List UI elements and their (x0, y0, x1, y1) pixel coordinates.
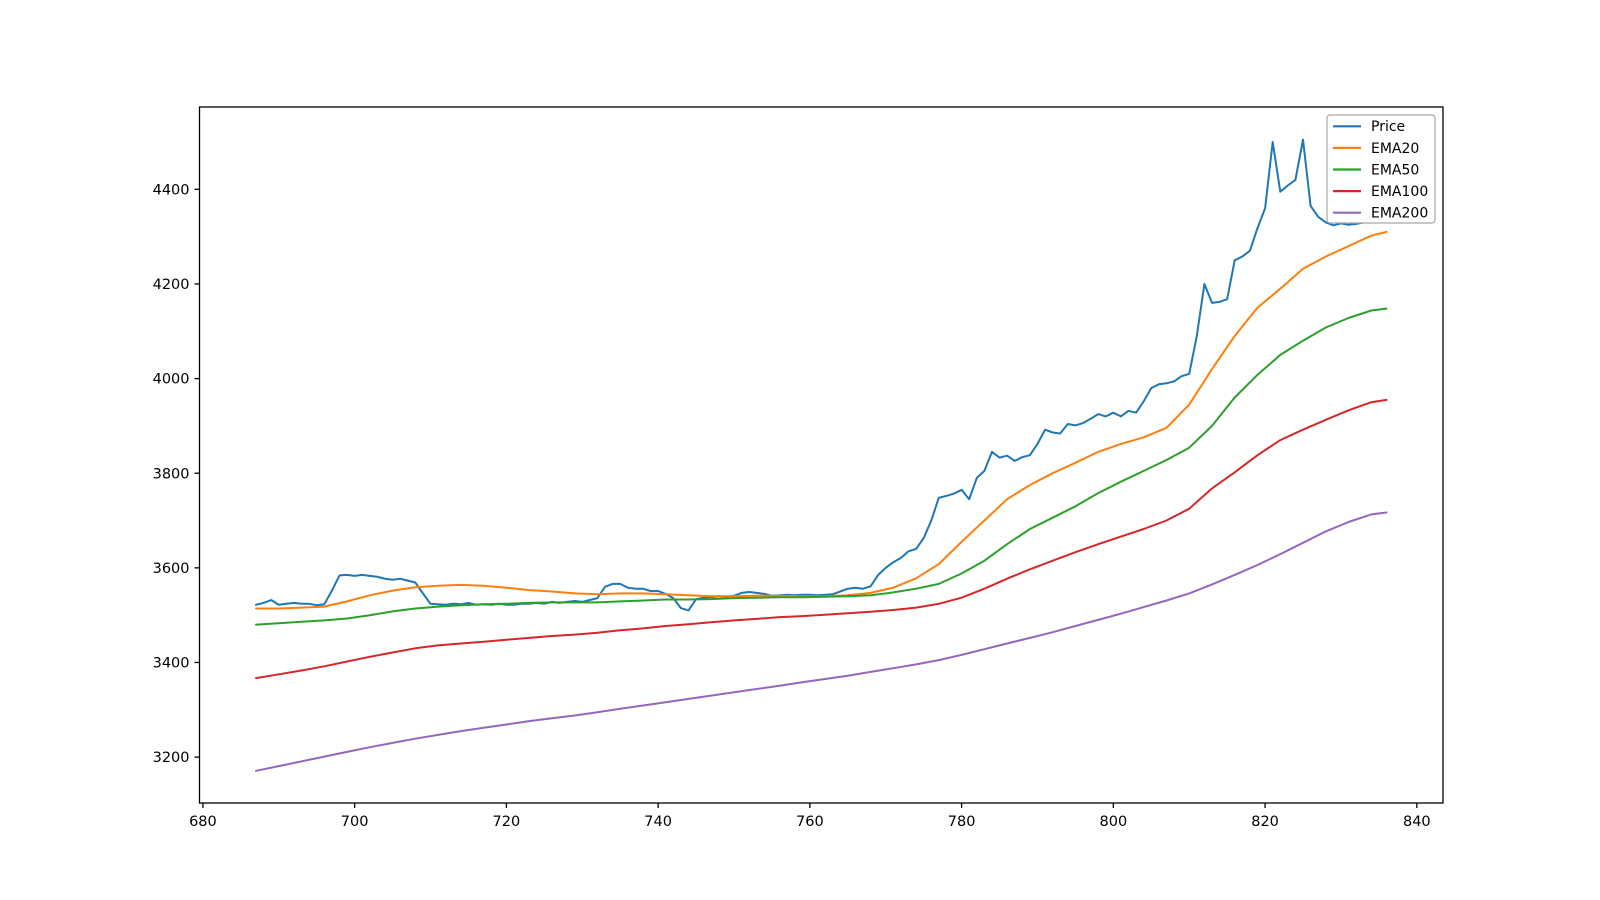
legend: Price EMA20 EMA50 EMA100 EMA200 (1326, 114, 1436, 224)
legend-frame (1326, 114, 1436, 224)
legend-label-ema200: EMA200 (1371, 206, 1428, 222)
x-axis-tick-label: 780 (948, 814, 976, 830)
axes-frame (198, 106, 1444, 804)
y-axis-tick-label: 3600 (153, 561, 190, 577)
x-axis-tick-label: 700 (341, 814, 369, 830)
x-axis-tick-label: 840 (1403, 814, 1431, 830)
x-axis-tick-label: 800 (1100, 814, 1128, 830)
y-axis-tick-label: 3800 (153, 466, 190, 482)
series-line-ema50 (255, 307, 1388, 626)
legend-label-ema100: EMA100 (1371, 184, 1428, 200)
y-axis-tick-label: 3400 (153, 656, 190, 672)
x-axis-tick-label: 680 (189, 814, 217, 830)
x-axis-tick-label: 760 (796, 814, 824, 830)
y-axis-tick-label: 4200 (153, 277, 190, 293)
legend-label-ema50: EMA50 (1371, 162, 1419, 178)
legend-label-price: Price (1371, 119, 1405, 135)
plot-area (199, 107, 1443, 803)
y-axis-tick-label: 3200 (153, 750, 190, 766)
y-axis-tick-label: 4400 (153, 182, 190, 198)
y-axis-tick-label: 4000 (153, 372, 190, 388)
x-axis-tick-label: 720 (493, 814, 521, 830)
series-line-price (255, 138, 1388, 612)
x-axis-tick-label: 820 (1251, 814, 1279, 830)
series-line-ema200 (255, 511, 1388, 772)
legend-label-ema20: EMA20 (1371, 141, 1419, 157)
series-line-ema100 (255, 398, 1388, 680)
x-axis-tick-label: 740 (644, 814, 672, 830)
